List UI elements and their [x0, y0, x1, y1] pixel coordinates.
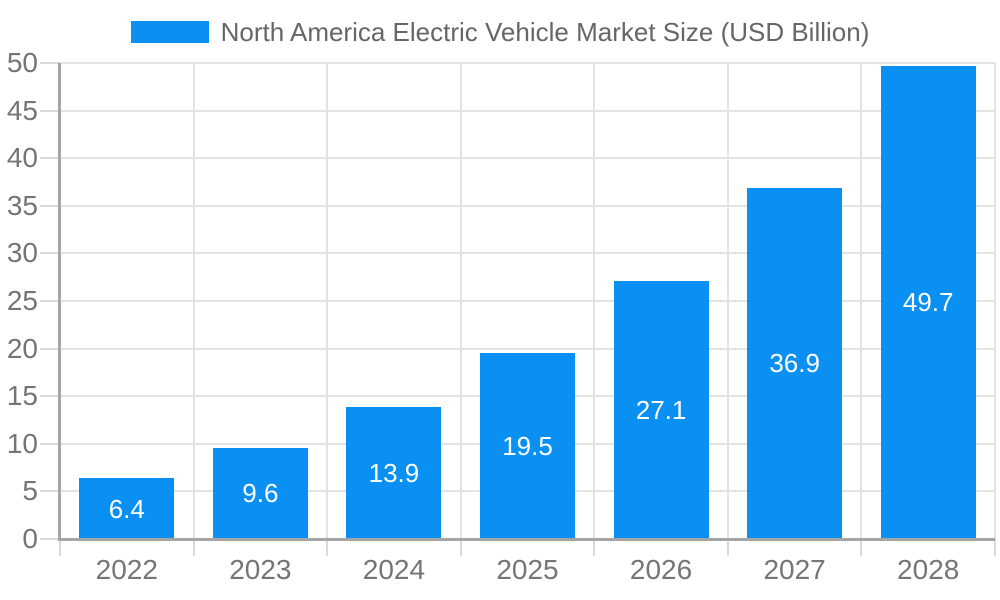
bar-2022: 6.4 — [79, 478, 175, 539]
horizontal-gridline — [60, 204, 995, 207]
y-axis-tick — [40, 490, 60, 493]
x-axis-label: 2027 — [763, 554, 826, 585]
y-axis-tick — [40, 538, 60, 540]
y-axis-label: 45 — [6, 94, 38, 126]
x-axis-label: 2028 — [897, 554, 960, 585]
chart-legend: North America Electric Vehicle Market Si… — [0, 18, 1000, 46]
horizontal-gridline — [60, 252, 995, 255]
y-axis-label: 40 — [6, 142, 38, 174]
horizontal-gridline — [60, 109, 995, 112]
horizontal-gridline — [60, 157, 995, 160]
vertical-gridline — [593, 63, 596, 539]
x-axis-label: 2024 — [362, 554, 426, 585]
x-axis-tick — [593, 539, 596, 556]
bar-2023: 9.6 — [212, 447, 308, 539]
y-axis-tick — [40, 442, 60, 445]
bar-2028: 49.7 — [880, 65, 976, 539]
bar-value-label: 27.1 — [635, 394, 687, 425]
y-axis-tick — [40, 395, 60, 398]
bar-2026: 27.1 — [613, 281, 709, 539]
legend-label: North America Electric Vehicle Market Si… — [220, 17, 870, 47]
bar-value-label: 6.4 — [108, 493, 145, 524]
y-axis-label: 0 — [22, 523, 38, 554]
x-axis-label: 2023 — [229, 554, 292, 585]
vertical-gridline — [860, 63, 863, 539]
bar-2025: 19.5 — [480, 353, 575, 539]
horizontal-gridline — [60, 300, 995, 302]
y-axis-label: 30 — [6, 237, 38, 269]
x-axis-tick — [192, 539, 195, 556]
vertical-gridline — [459, 63, 462, 539]
legend-swatch — [130, 21, 209, 43]
vertical-gridline — [326, 63, 329, 539]
y-axis-tick — [40, 300, 60, 302]
y-axis-label: 15 — [6, 380, 38, 412]
x-axis-label: 2025 — [496, 554, 559, 585]
bar-value-label: 36.9 — [769, 348, 820, 379]
y-axis-line — [58, 63, 61, 541]
legend-item[interactable]: North America Electric Vehicle Market Si… — [130, 17, 870, 47]
y-axis-label: 10 — [6, 427, 38, 459]
bar-value-label: 9.6 — [242, 478, 279, 509]
y-axis-tick — [40, 347, 60, 350]
y-axis-tick — [40, 252, 60, 255]
y-axis-label: 25 — [6, 285, 38, 316]
y-axis-label: 35 — [6, 189, 38, 221]
x-axis-label: 2022 — [95, 554, 158, 585]
x-axis-tick — [726, 539, 729, 556]
y-axis-label: 50 — [6, 47, 38, 78]
horizontal-gridline — [60, 347, 995, 350]
x-axis-label: 2026 — [629, 554, 693, 585]
x-axis-tick — [994, 539, 996, 556]
bar-2024: 13.9 — [346, 406, 442, 539]
x-axis-tick — [459, 539, 462, 556]
horizontal-gridline — [60, 62, 995, 64]
y-axis-label: 5 — [22, 475, 38, 507]
x-axis-tick — [326, 539, 329, 556]
y-axis-tick — [40, 62, 60, 64]
bar-value-label: 49.7 — [902, 287, 954, 318]
vertical-gridline — [726, 63, 729, 539]
bar-2027: 36.9 — [747, 187, 843, 539]
y-axis-tick — [40, 157, 60, 160]
vertical-gridline — [192, 63, 195, 539]
y-axis-tick — [40, 204, 60, 207]
bar-value-label: 19.5 — [502, 431, 553, 462]
y-axis-tick — [40, 109, 60, 112]
y-axis-label: 20 — [6, 332, 38, 364]
x-axis-tick — [860, 539, 863, 556]
x-axis-line — [58, 538, 995, 541]
vertical-gridline — [994, 63, 996, 539]
bar-value-label: 13.9 — [368, 457, 420, 488]
x-axis-tick — [59, 539, 61, 556]
